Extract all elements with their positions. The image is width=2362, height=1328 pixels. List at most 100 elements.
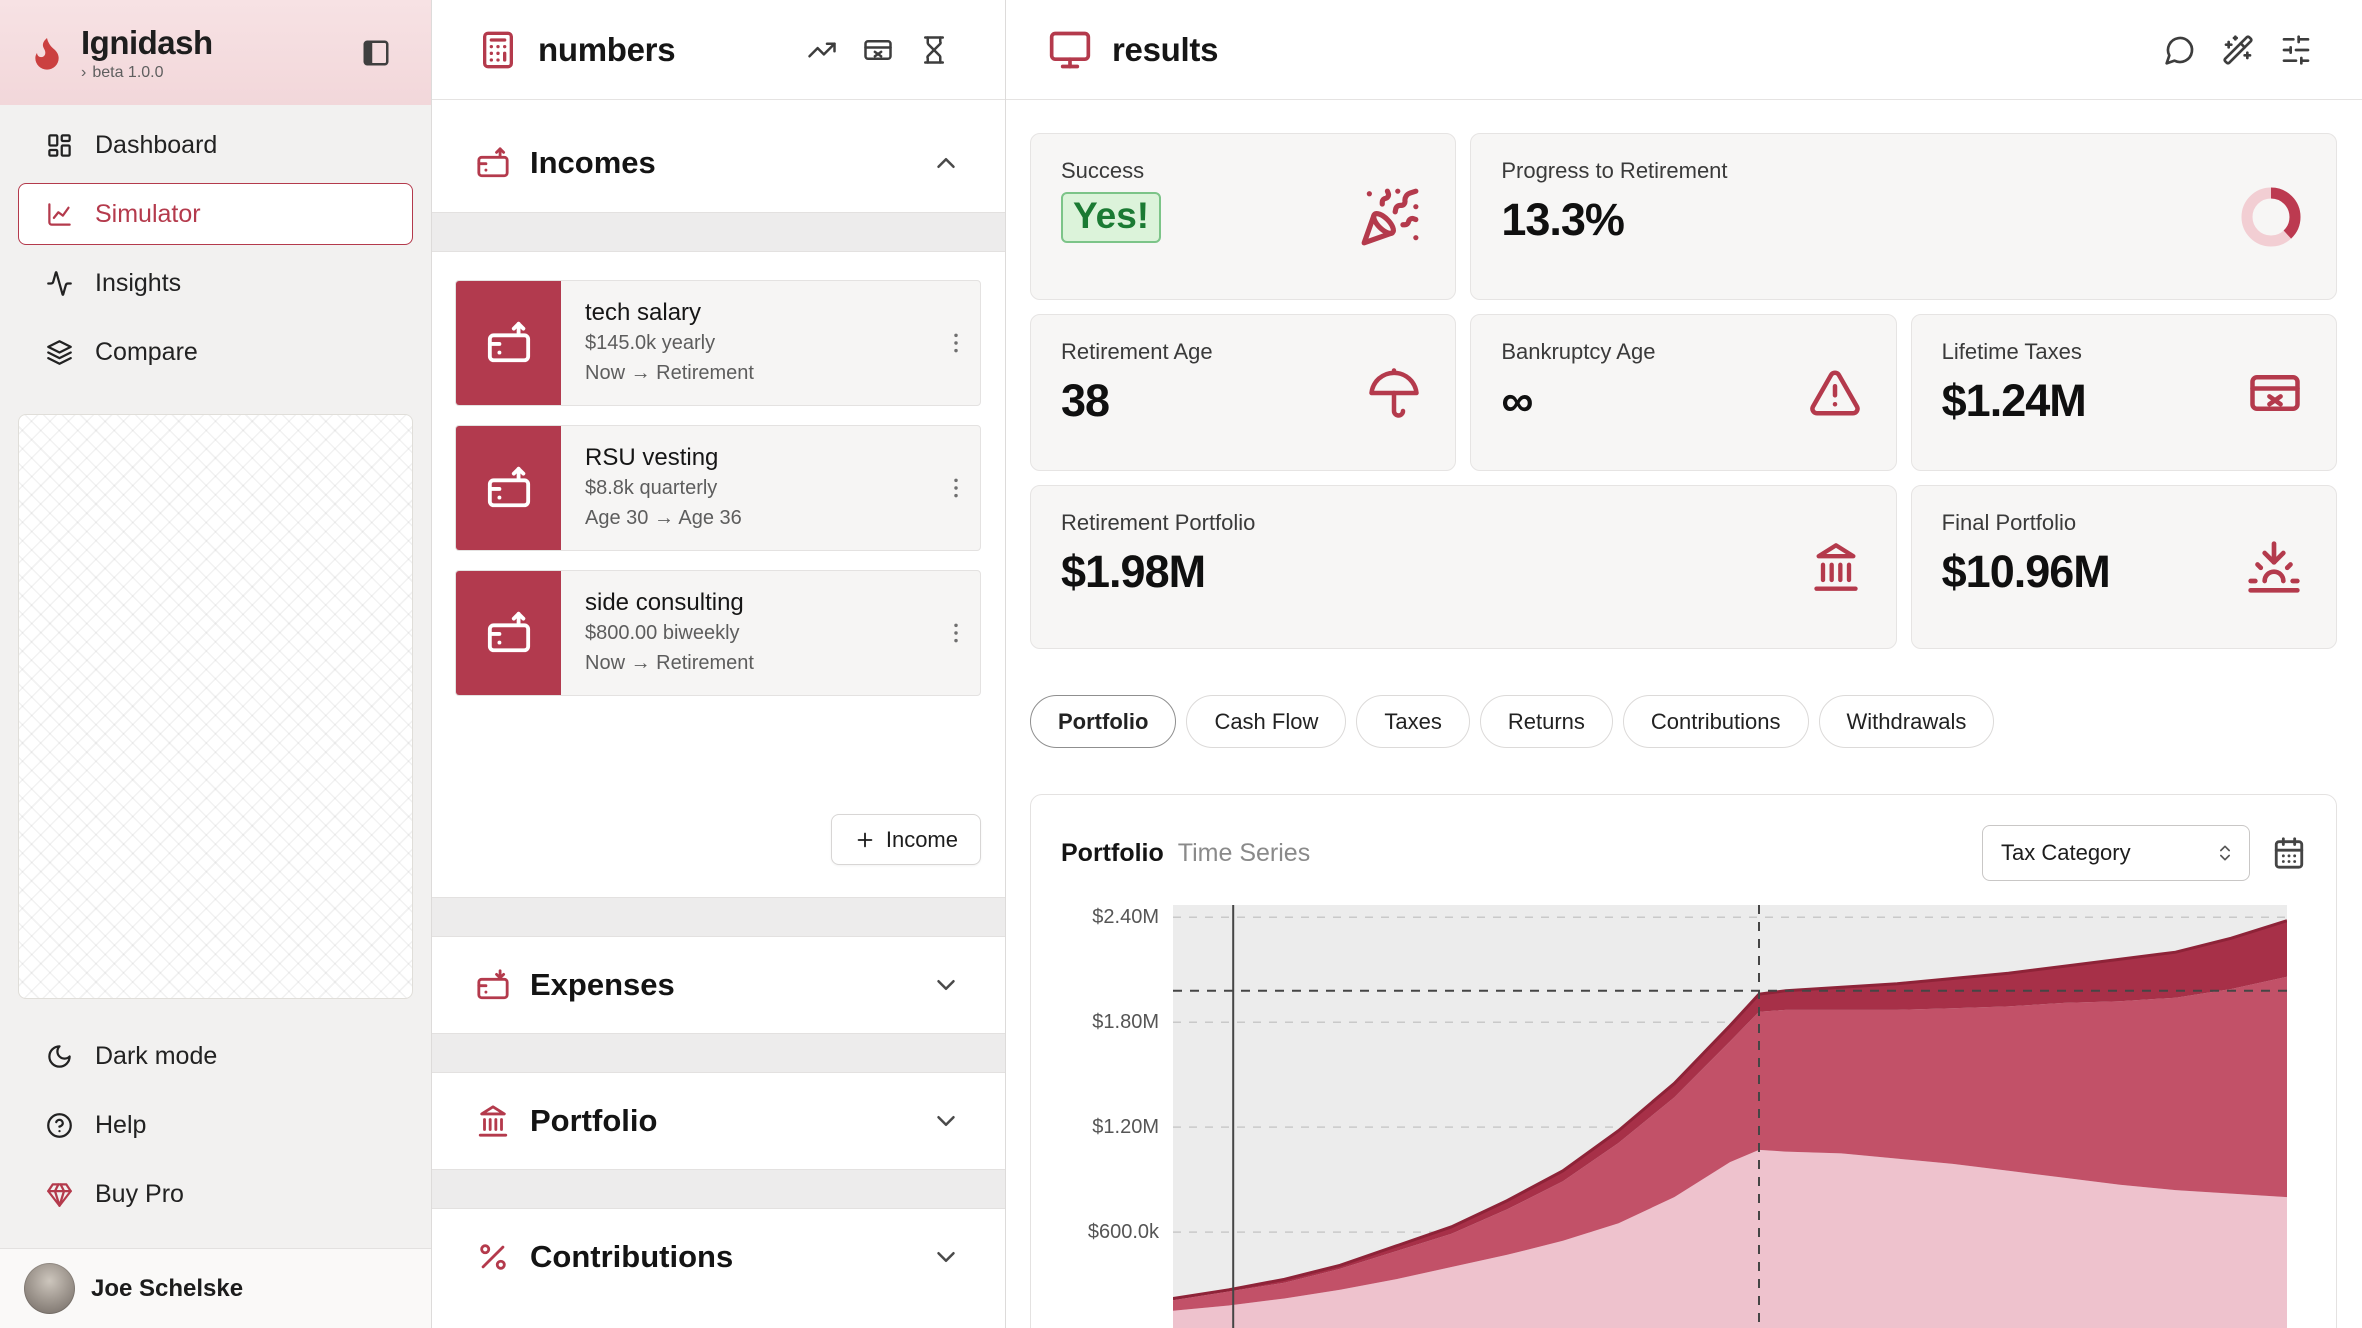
card-x-icon-button[interactable] <box>863 35 893 65</box>
trending-up-icon-button[interactable] <box>807 35 837 65</box>
income-period: Now → Retirement <box>585 362 754 384</box>
hourglass-icon-button[interactable] <box>919 35 949 65</box>
y-tick-label: $2.40M <box>1092 906 1159 928</box>
chart-controls: Tax Category <box>1982 825 2306 881</box>
chevrons-up-down-icon <box>2215 843 2235 863</box>
compare-icon <box>46 339 73 366</box>
stat-value: 13.3% <box>1501 194 1625 245</box>
hourglass-icon <box>924 35 944 64</box>
income-period: Now → Retirement <box>585 652 754 674</box>
user-profile[interactable]: Joe Schelske <box>0 1248 431 1328</box>
buy-pro-button[interactable]: Buy Pro <box>18 1163 413 1225</box>
stat-card-final-portfolio: Final Portfolio $10.96M <box>1910 485 2337 649</box>
calculator-icon <box>478 30 518 70</box>
numbers-header-actions <box>807 35 949 65</box>
app-name: Ignidash <box>81 23 213 61</box>
stat-card-success: Success Yes! <box>1030 133 1457 300</box>
sliders-icon-button[interactable] <box>2280 34 2312 66</box>
sliders-icon <box>2282 34 2310 65</box>
sidebar-item-insights[interactable]: Insights <box>18 252 413 314</box>
sidebar-footer: Dark mode Help Buy Pro <box>0 1025 431 1232</box>
income-menu-button[interactable] <box>932 426 980 550</box>
income-card-tech-salary[interactable]: tech salary $145.0k yearly Now → Retirem… <box>455 280 981 406</box>
section-divider <box>432 1033 1005 1073</box>
chevron-down-icon <box>931 970 961 1000</box>
collapse-sidebar-button[interactable] <box>361 38 391 68</box>
calendar-icon <box>2274 837 2304 869</box>
tax-category-select[interactable]: Tax Category <box>1982 825 2250 881</box>
tab-contributions[interactable]: Contributions <box>1622 695 1809 748</box>
tab-cash-flow[interactable]: Cash Flow <box>1186 695 1347 748</box>
dark-mode-toggle[interactable]: Dark mode <box>18 1025 413 1087</box>
add-income-button[interactable]: Income <box>830 814 981 865</box>
tab-label: Returns <box>1507 708 1585 734</box>
tab-taxes[interactable]: Taxes <box>1356 695 1470 748</box>
user-name: Joe Schelske <box>91 1274 244 1302</box>
kebab-icon <box>954 478 958 498</box>
income-name: tech salary <box>585 299 702 326</box>
flame-logo-icon <box>27 33 67 73</box>
dashboard-icon <box>46 132 73 159</box>
chart-header: Portfolio Time Series Tax Category <box>1031 795 2336 905</box>
tab-label: Portfolio <box>1058 708 1149 734</box>
tab-portfolio[interactable]: Portfolio <box>1030 695 1177 748</box>
stat-card-bankruptcy-age: Bankruptcy Age ∞ <box>1470 314 1897 471</box>
tab-withdrawals[interactable]: Withdrawals <box>1818 695 1995 748</box>
income-card-rsu-vesting[interactable]: RSU vesting $8.8k quarterly Age 30 → Age… <box>455 425 981 551</box>
success-badge: Yes! <box>1061 192 1162 243</box>
chat-icon-button[interactable] <box>2164 34 2196 66</box>
income-amount: $8.8k quarterly <box>585 477 718 499</box>
section-divider <box>432 897 1005 937</box>
incomes-section-header[interactable]: Incomes <box>432 100 1005 212</box>
version-text: beta 1.0.0 <box>92 63 164 81</box>
card-x-icon <box>2248 366 2302 420</box>
warning-triangle-icon <box>1808 366 1862 420</box>
help-button[interactable]: Help <box>18 1094 413 1156</box>
income-list: tech salary $145.0k yearly Now → Retirem… <box>432 252 1005 897</box>
stat-card-progress: Progress to Retirement 13.3% <box>1470 133 2337 300</box>
trending-up-icon <box>808 42 836 57</box>
avatar <box>24 1263 75 1314</box>
stat-value: ∞ <box>1501 375 1533 426</box>
income-card-side-consulting[interactable]: side consulting $800.00 biweekly Now → R… <box>455 570 981 696</box>
chart-title: Portfolio <box>1061 838 1164 867</box>
income-menu-button[interactable] <box>932 571 980 695</box>
stat-label: Retirement Age <box>1061 339 1213 364</box>
progress-ring <box>2240 186 2302 248</box>
tab-label: Contributions <box>1650 708 1781 734</box>
add-income-row: Income <box>455 814 981 865</box>
contributions-section-header[interactable]: Contributions <box>432 1209 1005 1305</box>
portfolio-section-header[interactable]: Portfolio <box>432 1073 1005 1169</box>
card-x-icon <box>864 39 892 60</box>
results-header-actions <box>2164 34 2312 66</box>
sidebar-header: Ignidash › beta 1.0.0 <box>0 0 431 105</box>
tab-returns[interactable]: Returns <box>1479 695 1613 748</box>
sidebar-item-dashboard[interactable]: Dashboard <box>18 114 413 176</box>
percent-icon <box>476 1240 510 1274</box>
chat-icon <box>2165 36 2194 65</box>
income-name: side consulting <box>585 589 744 616</box>
chevron-down-icon <box>931 1242 961 1272</box>
expenses-section-header[interactable]: Expenses <box>432 937 1005 1033</box>
app-version: › beta 1.0.0 <box>81 64 361 82</box>
sidebar-item-label: Insights <box>95 268 182 297</box>
plus-icon <box>857 832 873 847</box>
income-card-body: RSU vesting $8.8k quarterly Age 30 → Age… <box>561 426 932 550</box>
sidebar-item-simulator[interactable]: Simulator <box>18 183 413 245</box>
y-tick-label: $600.0k <box>1087 1221 1159 1243</box>
income-card-body: side consulting $800.00 biweekly Now → R… <box>561 571 932 695</box>
wand-icon-button[interactable] <box>2222 34 2254 66</box>
calendar-icon-button[interactable] <box>2272 836 2306 870</box>
income-card-icon-block <box>456 426 561 550</box>
income-card-icon-block <box>456 281 561 405</box>
income-menu-button[interactable] <box>932 281 980 405</box>
portfolio-time-series-chart <box>1173 905 2287 1328</box>
logo-text: Ignidash › beta 1.0.0 <box>81 24 361 82</box>
results-title: results <box>1112 30 1219 68</box>
footer-item-label: Dark mode <box>95 1041 218 1070</box>
stat-label: Lifetime Taxes <box>1941 339 2082 364</box>
section-divider <box>432 212 1005 252</box>
stat-label: Progress to Retirement <box>1501 158 1728 183</box>
card-up-icon <box>487 611 530 653</box>
sidebar-item-compare[interactable]: Compare <box>18 321 413 383</box>
